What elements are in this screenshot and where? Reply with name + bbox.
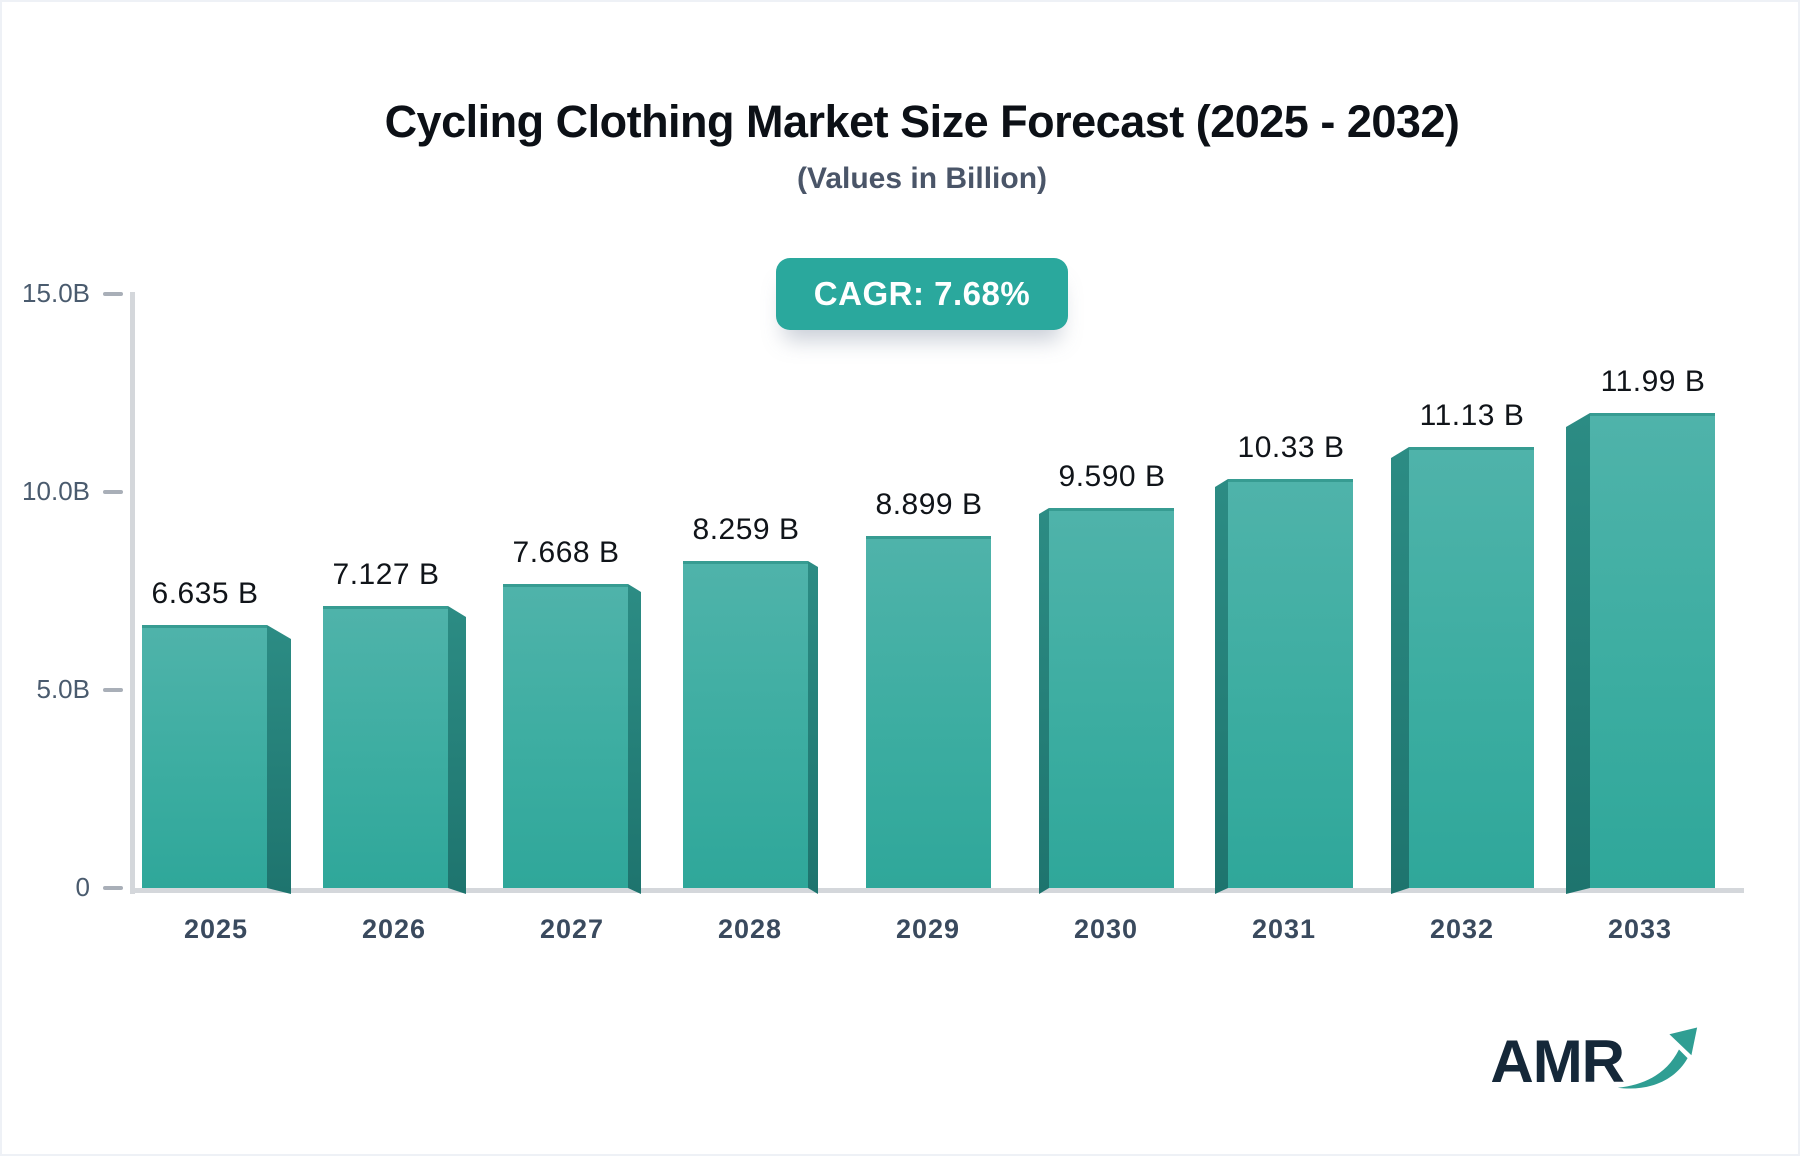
y-tick-label: 5.0B (36, 674, 91, 704)
growth-arrow-icon (1617, 1027, 1698, 1089)
y-tick-mark (103, 886, 123, 890)
badge-row: CAGR: 7.68% (46, 257, 1798, 330)
x-axis-label-2030: 2030 (1073, 914, 1139, 944)
x-axis-label-2031: 2031 (1251, 914, 1317, 944)
chart-subtitle: (Values in Billion) (796, 161, 1048, 195)
bar-value-label: 8.899 B (875, 488, 983, 521)
bar-2026 (323, 606, 448, 888)
x-axis-line (130, 888, 1744, 893)
bar-value-label: 11.99 B (1600, 365, 1706, 398)
bar-side-edge-2031 (1215, 479, 1228, 894)
logo-text: AMR (1490, 1028, 1625, 1095)
bar-2028 (683, 561, 808, 888)
chart-header: Cycling Clothing Market Size Forecast (2… (46, 2, 1798, 330)
bar-side-edge-2032 (1391, 447, 1409, 894)
y-tick-label: 0 (75, 872, 90, 902)
y-tick-mark (103, 490, 123, 494)
bar-side-edge-2033 (1566, 413, 1590, 894)
brand-logo: AMR (1490, 1027, 1700, 1096)
x-axis-label-2025: 2025 (183, 914, 249, 944)
y-tick-mark (103, 292, 123, 296)
bar-value-label: 10.33 B (1237, 431, 1345, 464)
bar-2031 (1228, 479, 1353, 888)
bar-value-label: 7.127 B (332, 558, 440, 591)
y-tick-label: 10.0B (22, 476, 90, 506)
bar-2030 (1049, 508, 1174, 888)
bar-2029 (866, 536, 991, 888)
x-axis-label-2032: 2032 (1429, 914, 1495, 944)
bar-value-label: 7.668 B (512, 536, 620, 569)
bar-value-label: 11.13 B (1419, 399, 1525, 432)
chart-title: Cycling Clothing Market Size Forecast (2… (384, 96, 1460, 147)
y-axis-line (130, 292, 135, 894)
bar-value-label: 8.259 B (692, 513, 800, 546)
bar-value-label: 6.635 B (151, 577, 259, 610)
x-axis-label-2033: 2033 (1607, 914, 1673, 944)
bar-side-edge-2026 (448, 606, 466, 894)
bar-side-edge-2025 (267, 625, 291, 894)
y-tick-mark (103, 688, 123, 692)
bar-2025 (142, 625, 267, 888)
bar-side-edge-2028 (808, 561, 818, 894)
bar-2027 (503, 584, 628, 888)
x-axis-label-2028: 2028 (717, 914, 783, 944)
x-axis-label-2026: 2026 (361, 914, 427, 944)
x-axis-label-2029: 2029 (895, 914, 961, 944)
y-tick-label: 15.0B (22, 278, 90, 308)
bar-2033 (1590, 413, 1715, 888)
bar-side-edge-2030 (1039, 508, 1049, 894)
bar-2032 (1409, 447, 1534, 888)
x-axis-label-2027: 2027 (539, 914, 605, 944)
bar-side-edge-2027 (628, 584, 641, 894)
bar-value-label: 9.590 B (1058, 460, 1166, 493)
cagr-badge: CAGR: 7.68% (775, 257, 1069, 330)
